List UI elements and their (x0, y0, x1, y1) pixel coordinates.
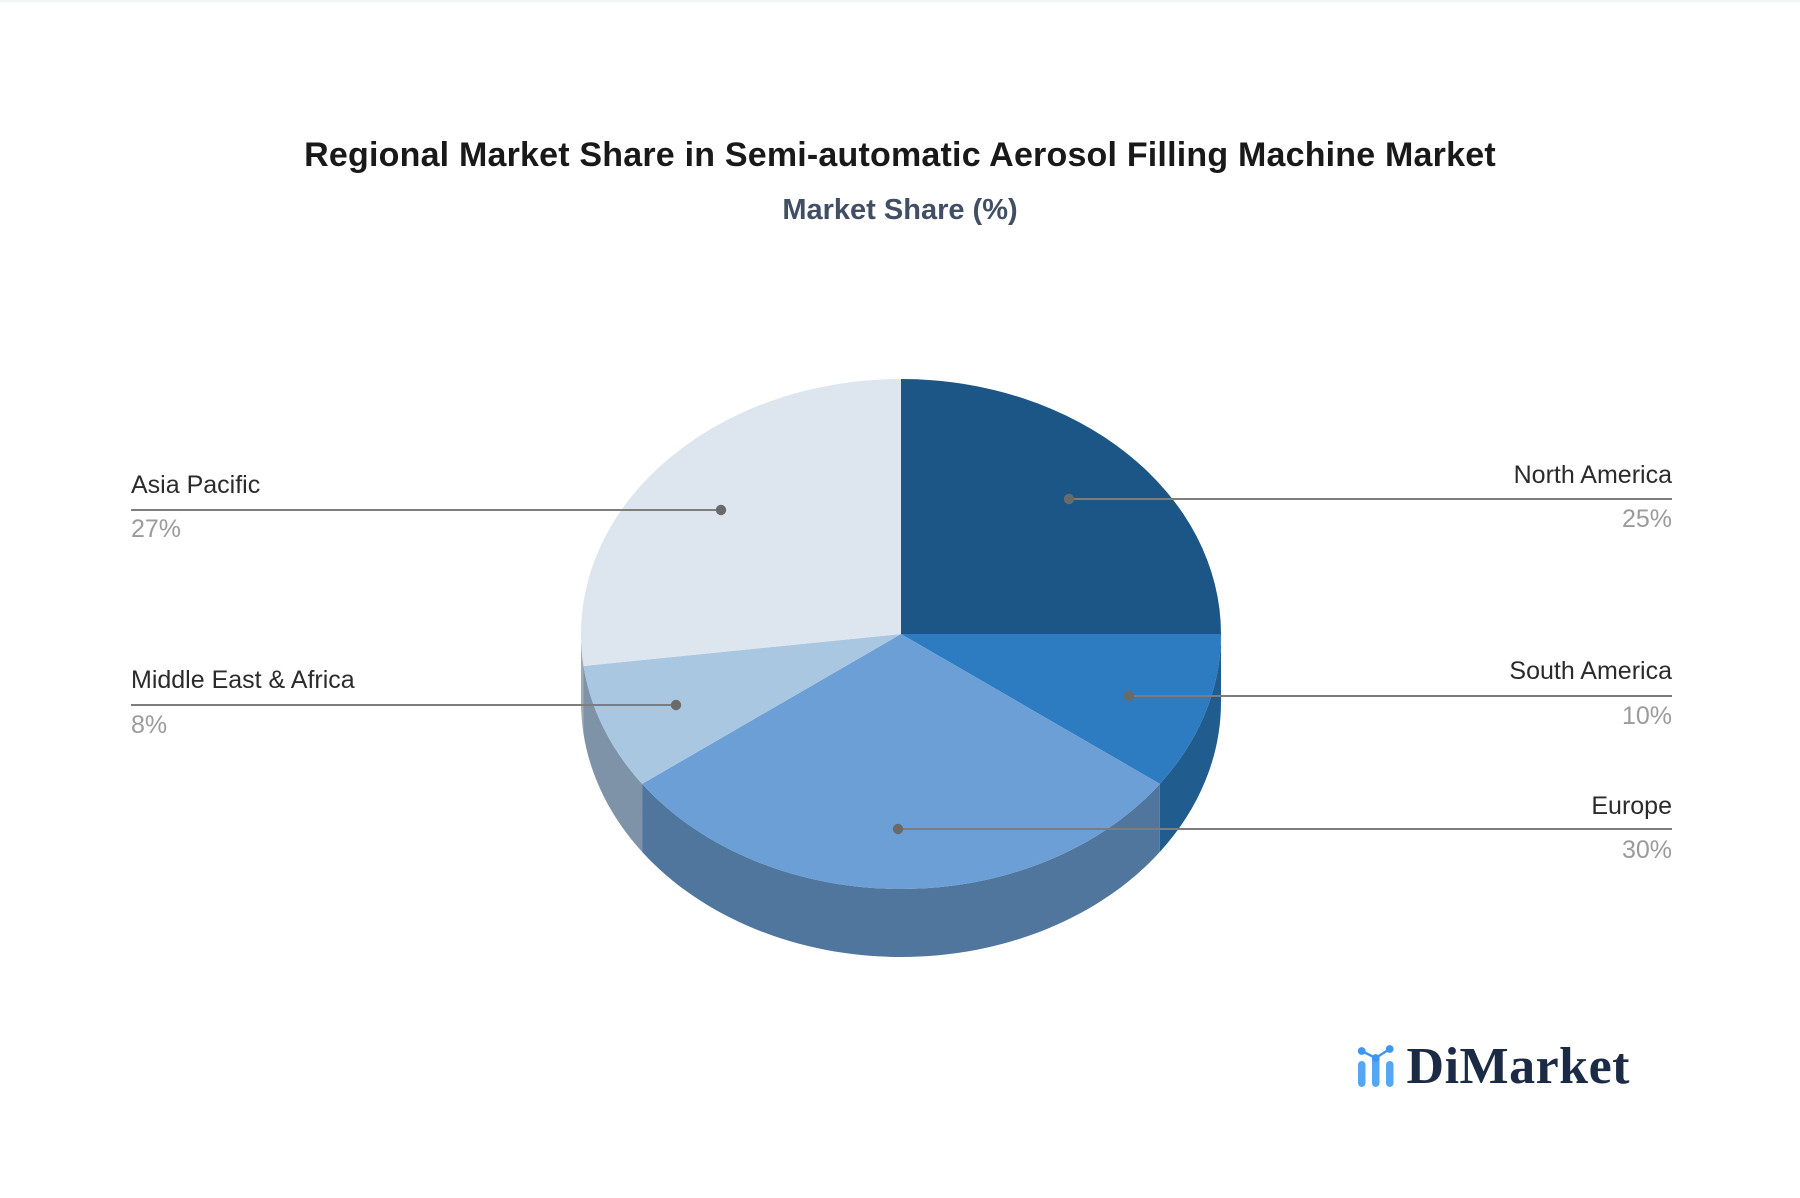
leader-dot-south-america (1123, 690, 1135, 702)
pie-slice-north-america (901, 379, 1221, 634)
pie-slice-asia-pacific (581, 379, 901, 666)
pie-slice-side-middle-east-africa (583, 665, 643, 852)
dimarket-logo: DiMarket (1356, 1038, 1630, 1095)
bar-line-chart-icon (1357, 1045, 1394, 1087)
pie-slice-south-america (901, 634, 1221, 784)
callout-north-america-label: North America (1513, 461, 1672, 489)
pie-slice-middle-east-africa (583, 634, 901, 784)
callout-south-america-label: South America (1509, 657, 1672, 685)
chart-title: Regional Market Share in Semi-automatic … (304, 136, 1496, 174)
chart-subtitle: Market Share (%) (782, 194, 1018, 226)
callout-europe-value: 30% (1621, 836, 1672, 864)
leader-dot-middle-east-africa (670, 699, 682, 711)
pie-slice-side-asia-pacific (581, 634, 584, 734)
callout-middle-east-africa-value: 8% (131, 711, 168, 739)
pie-slice-side-europe (642, 783, 1160, 958)
callout-middle-east-africa-label: Middle East & Africa (131, 666, 355, 694)
logo-text: DiMarket (1406, 1038, 1630, 1095)
callout-europe-label: Europe (1591, 792, 1672, 820)
leader-dot-asia-pacific (715, 504, 727, 516)
pie-slice-side-south-america (1159, 634, 1221, 852)
leader-dot-north-america (1063, 493, 1075, 505)
leader-dot-europe (892, 823, 904, 835)
callout-asia-pacific-label: Asia Pacific (131, 471, 261, 499)
callout-south-america-value: 10% (1621, 702, 1672, 730)
callout-north-america-value: 25% (1621, 505, 1672, 533)
callout-asia-pacific-value: 27% (131, 515, 182, 543)
pie-slice-europe (642, 634, 1160, 890)
